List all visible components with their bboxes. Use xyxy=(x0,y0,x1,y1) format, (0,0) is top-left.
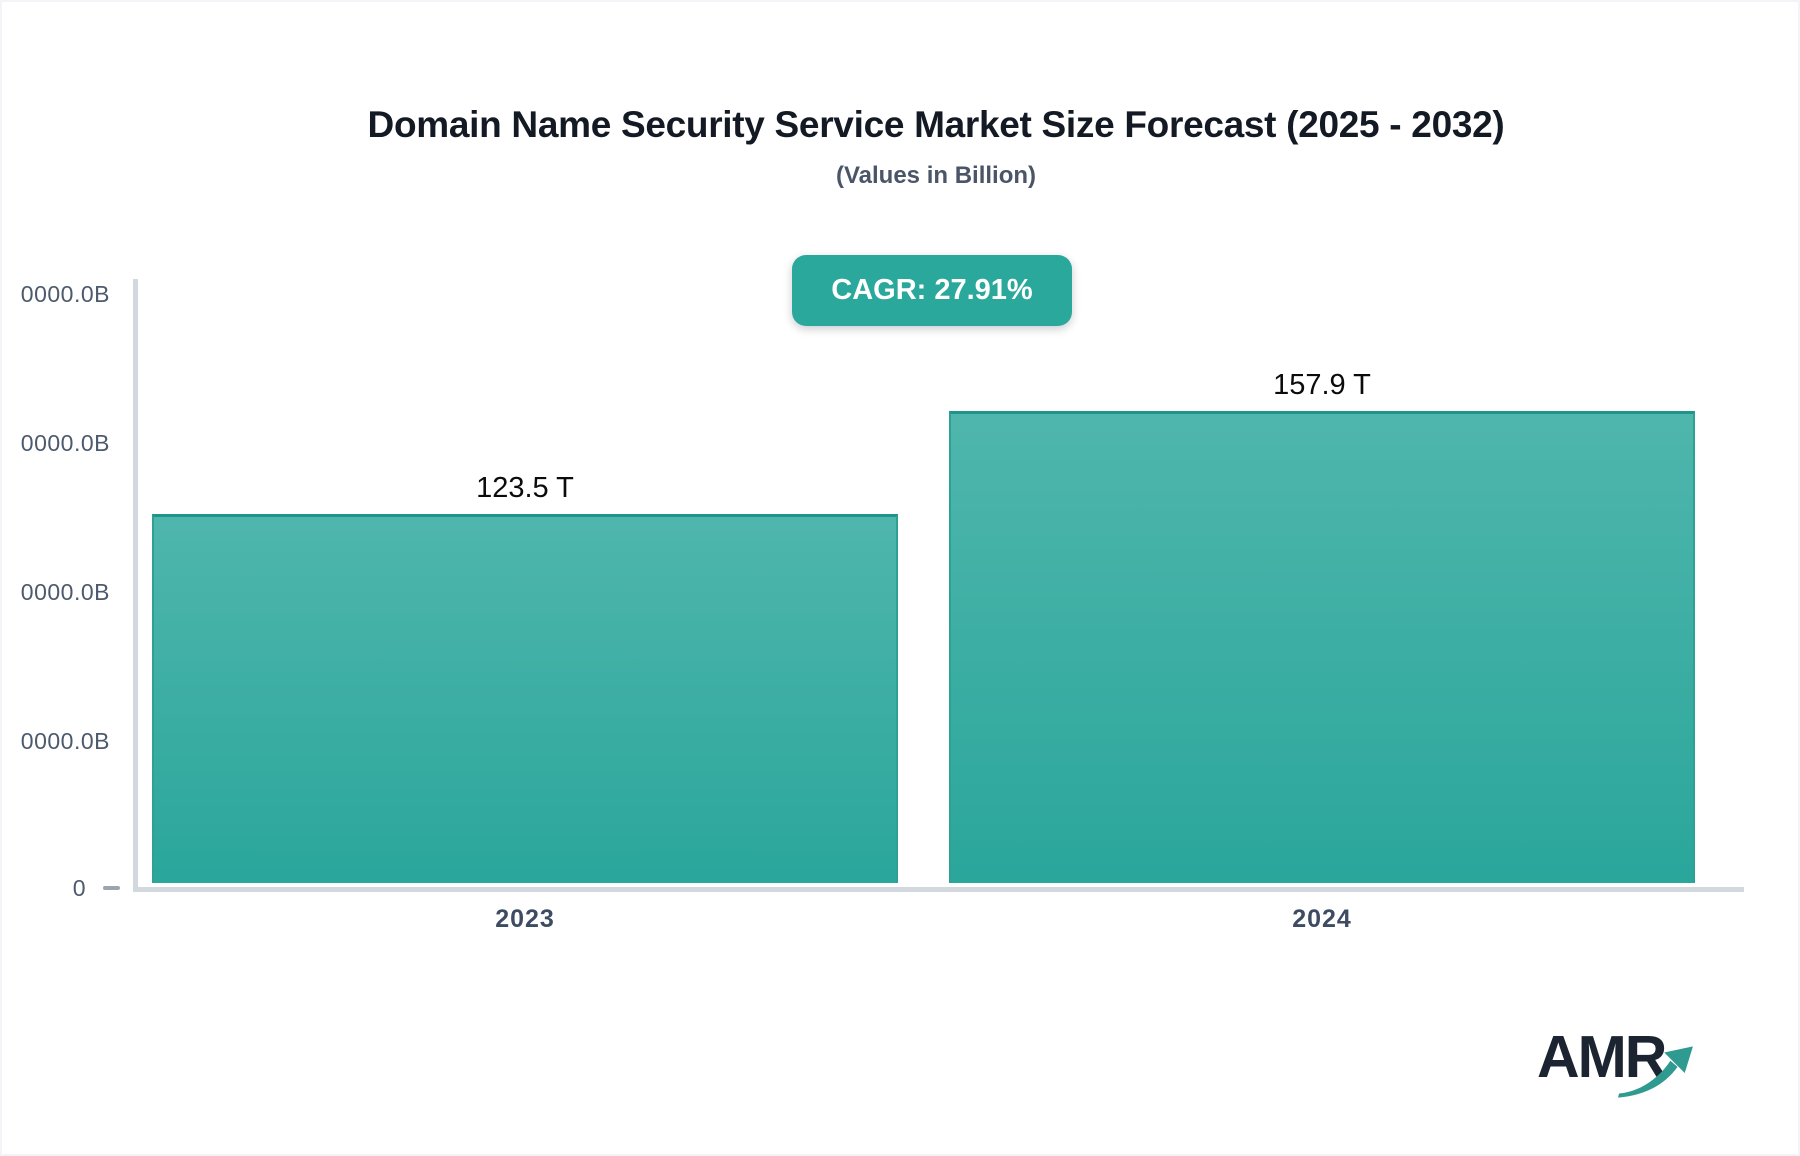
amr-logo-text: AMR xyxy=(1537,1024,1667,1090)
cagr-badge: CAGR: 27.91% xyxy=(792,255,1072,326)
chart-header: Domain Name Security Service Market Size… xyxy=(74,102,1798,190)
amr-logo: AMR xyxy=(1537,1026,1717,1110)
bar-2024[interactable]: 157.9 T xyxy=(949,369,1695,883)
y-axis-tick-label: 0000.0B xyxy=(20,430,110,456)
chart-subtitle: (Values in Billion) xyxy=(835,162,1037,189)
x-axis-line xyxy=(133,887,1744,892)
y-axis-tick-label: 0000.0B xyxy=(20,281,110,307)
bar-2023[interactable]: 123.5 T xyxy=(152,472,898,883)
y-axis-zero-label: 0 xyxy=(72,875,86,901)
y-axis-tick-label: 0000.0B xyxy=(20,579,110,605)
y-axis-tick-label: 0000.0B xyxy=(20,728,110,754)
x-axis-label-2023: 2023 xyxy=(495,905,555,933)
chart-title: Domain Name Security Service Market Size… xyxy=(367,104,1505,145)
y-axis-tick-mark xyxy=(103,886,120,890)
bar-value-label: 123.5 T xyxy=(476,472,574,504)
x-axis-label-2024: 2024 xyxy=(1292,905,1352,933)
y-axis-line xyxy=(133,279,138,892)
bar-value-label: 157.9 T xyxy=(1273,369,1371,401)
growth-arrow-icon xyxy=(1618,1046,1693,1098)
